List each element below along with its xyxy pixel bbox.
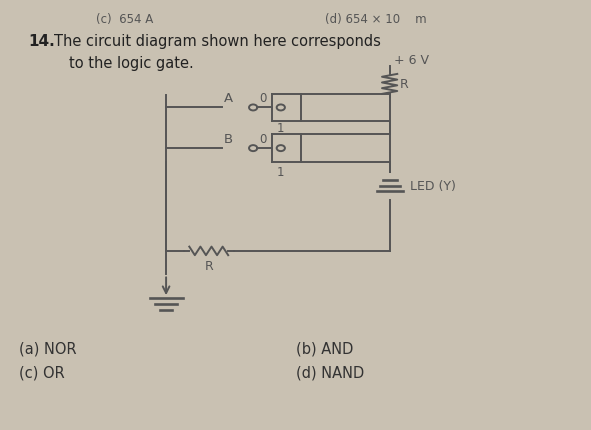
Text: to the logic gate.: to the logic gate. <box>69 56 194 71</box>
Text: 0: 0 <box>259 132 267 145</box>
Text: (d) NAND: (d) NAND <box>296 365 363 380</box>
Text: R: R <box>204 259 213 272</box>
Text: 1: 1 <box>277 166 284 179</box>
Text: A: A <box>224 92 233 105</box>
Text: (d) 654 × 10    m: (d) 654 × 10 m <box>325 13 427 26</box>
Text: 0: 0 <box>259 92 267 105</box>
Text: (a) NOR: (a) NOR <box>19 341 77 356</box>
Text: + 6 V: + 6 V <box>394 54 429 67</box>
Text: B: B <box>224 132 233 145</box>
Text: R: R <box>400 78 409 91</box>
Text: LED (Y): LED (Y) <box>410 180 456 193</box>
Text: 14.: 14. <box>28 34 54 49</box>
Text: 1: 1 <box>277 122 284 135</box>
Text: (c)  654 A: (c) 654 A <box>96 13 152 26</box>
Text: (b) AND: (b) AND <box>296 341 353 356</box>
Text: The circuit diagram shown here corresponds: The circuit diagram shown here correspon… <box>54 34 381 49</box>
Text: (c) OR: (c) OR <box>19 365 65 380</box>
